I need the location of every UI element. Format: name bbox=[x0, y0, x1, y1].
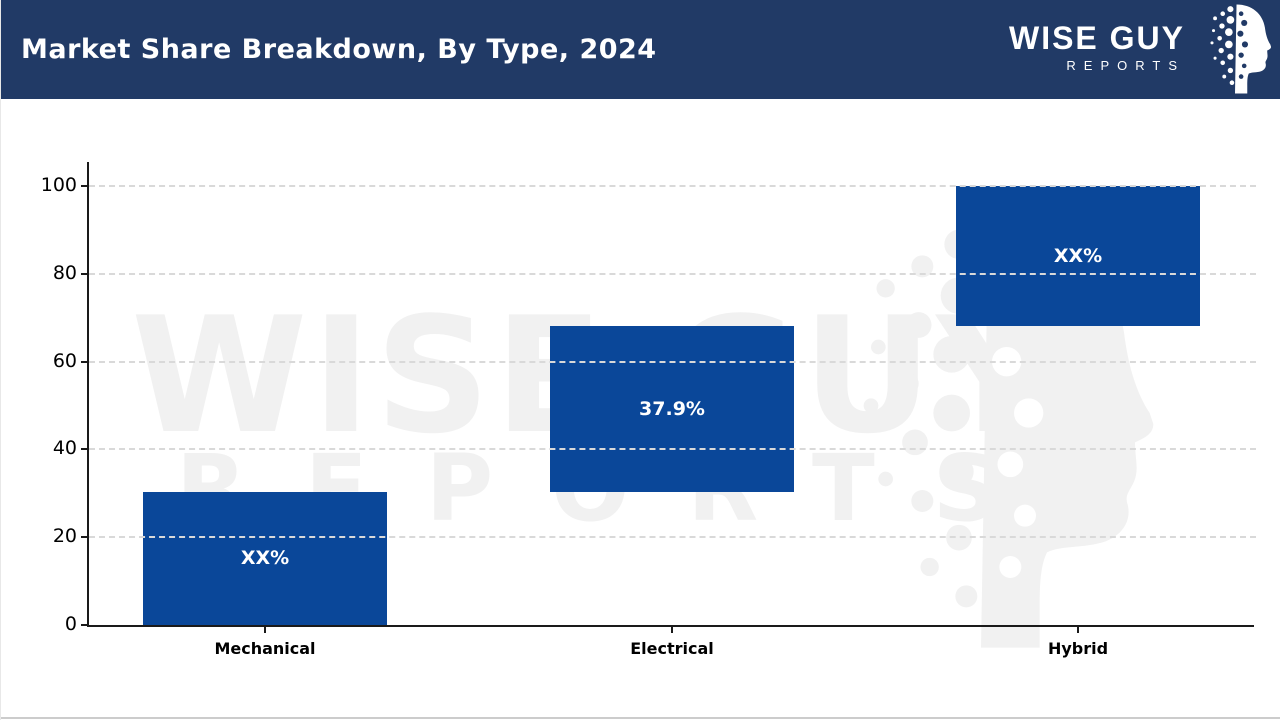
y-tick-mark bbox=[81, 536, 89, 539]
x-category-label-electrical: Electrical bbox=[630, 639, 714, 658]
x-axis-line bbox=[89, 625, 1254, 627]
y-tick-mark bbox=[81, 360, 89, 363]
y-tick-label: 60 bbox=[52, 349, 77, 372]
y-tick-mark bbox=[81, 448, 89, 451]
x-tick-mark bbox=[1077, 625, 1079, 633]
y-tick-mark bbox=[81, 185, 89, 187]
gridline-20 bbox=[89, 536, 1256, 539]
brand-logo-text: WISE GUY REPORTS bbox=[1009, 22, 1185, 72]
bar-electrical: 37.9% bbox=[550, 325, 794, 492]
x-category-label-mechanical: Mechanical bbox=[214, 639, 316, 658]
bottom-border-line bbox=[1, 717, 1280, 719]
bar-mechanical: XX% bbox=[143, 491, 387, 625]
y-tick-mark bbox=[81, 624, 89, 626]
x-tick-mark bbox=[264, 625, 266, 633]
brand-logo: WISE GUY REPORTS bbox=[1009, 0, 1280, 99]
brand-head-profile-icon bbox=[1210, 4, 1272, 93]
y-tick-label: 80 bbox=[52, 261, 77, 284]
bar-value-label: XX% bbox=[1053, 244, 1103, 267]
gridline-100 bbox=[89, 185, 1256, 187]
page-title: Market Share Breakdown, By Type, 2024 bbox=[21, 34, 657, 65]
gridline-40 bbox=[89, 448, 1256, 451]
bar-value-label: 37.9% bbox=[639, 397, 705, 420]
y-tick-label: 20 bbox=[52, 525, 77, 548]
gridline-80 bbox=[89, 272, 1256, 275]
y-tick-label: 100 bbox=[40, 174, 77, 196]
bar-value-label: XX% bbox=[240, 547, 290, 570]
brand-name: WISE GUY bbox=[1008, 19, 1185, 56]
header-bar: Market Share Breakdown, By Type, 2024 WI… bbox=[1, 0, 1280, 99]
y-tick-label: 0 bbox=[64, 613, 77, 635]
x-tick-mark bbox=[671, 625, 673, 633]
brand-subname: REPORTS bbox=[1066, 57, 1185, 73]
bar-hybrid: XX% bbox=[956, 186, 1200, 326]
y-tick-label: 40 bbox=[52, 437, 77, 460]
gridline-60 bbox=[89, 360, 1256, 363]
y-tick-mark bbox=[81, 272, 89, 275]
y-axis-line bbox=[87, 162, 89, 627]
x-category-label-hybrid: Hybrid bbox=[1047, 639, 1109, 658]
